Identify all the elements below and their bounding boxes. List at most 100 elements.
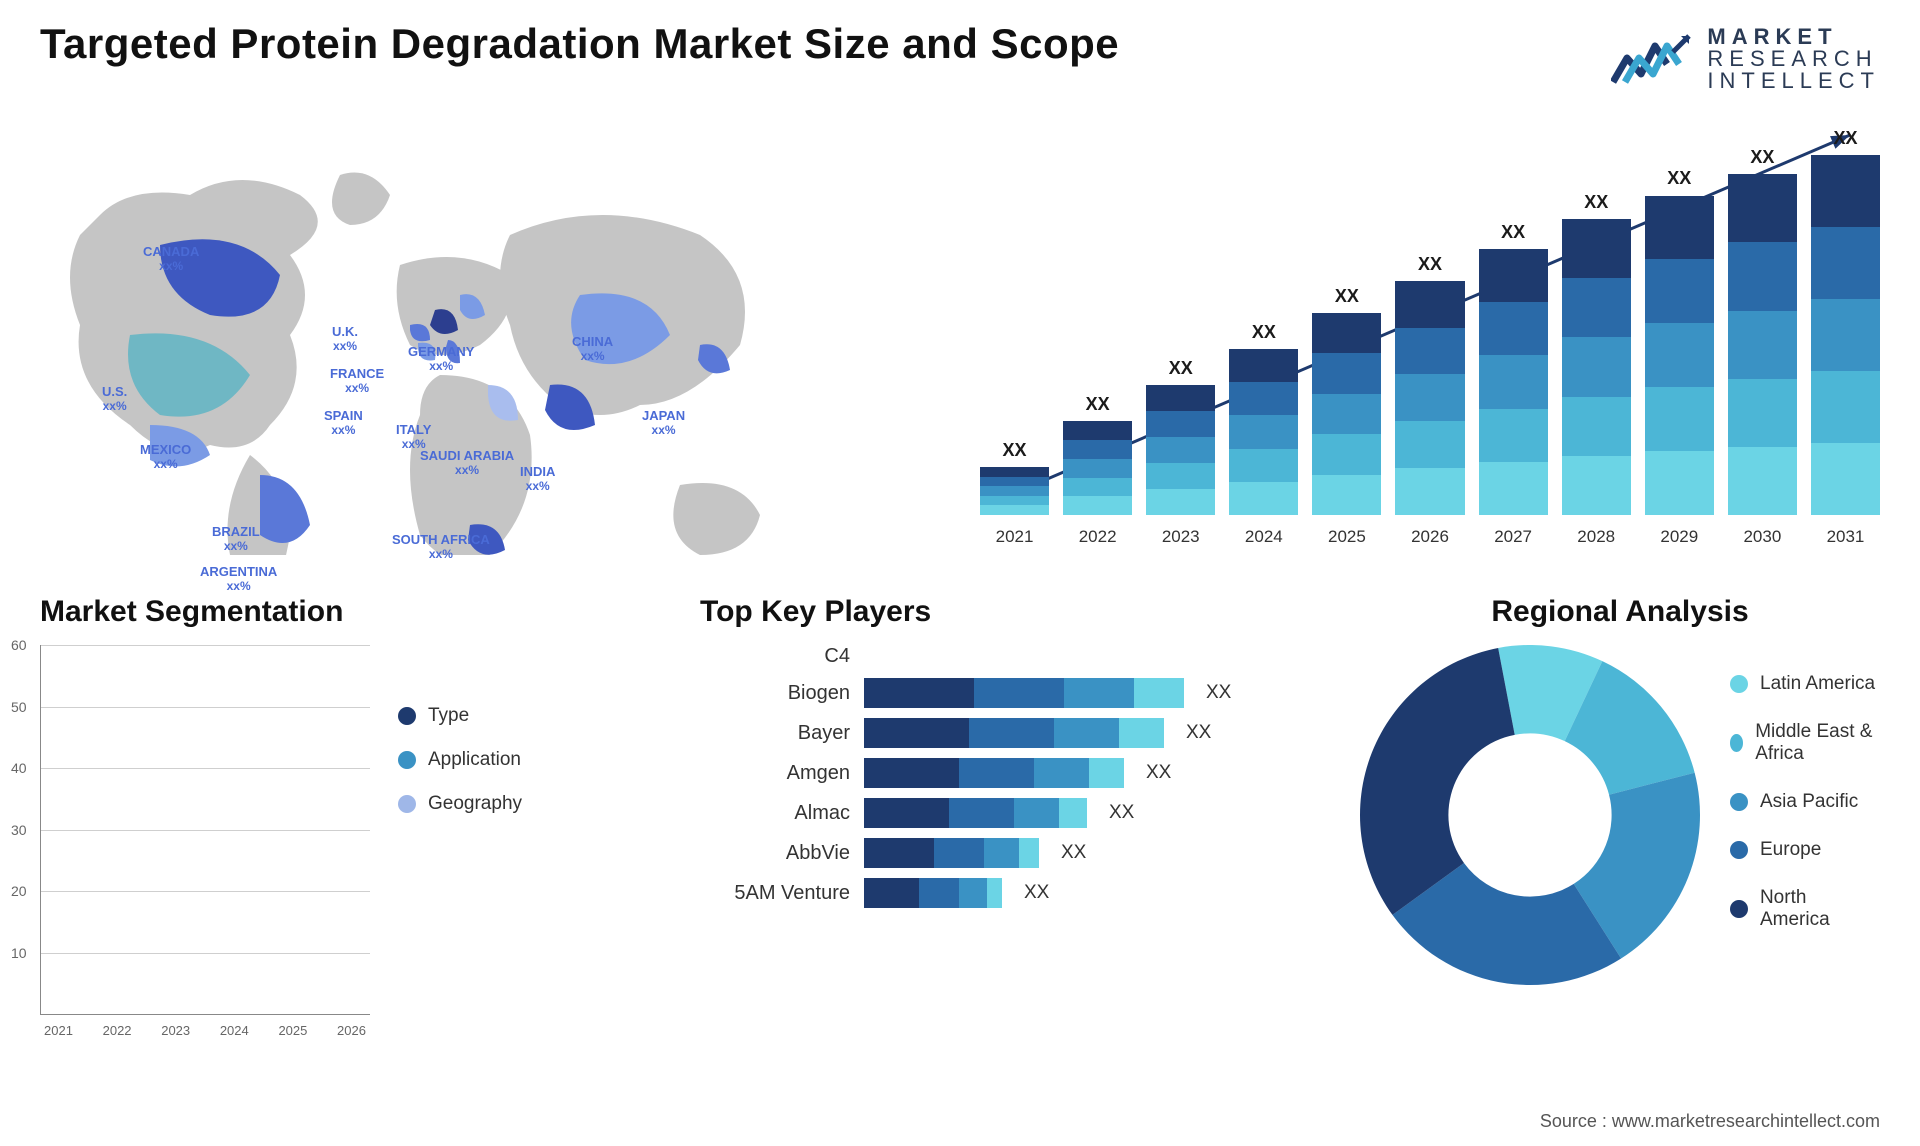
brand-logo: MARKET RESEARCH INTELLECT [1611, 20, 1880, 92]
region-legend-asia-pacific: Asia Pacific [1730, 791, 1880, 813]
player-row-5am-venture: 5AM VentureXX [700, 878, 1320, 908]
growth-bars: XXXXXXXXXXXXXXXXXXXXXX [980, 145, 1880, 515]
player-bar [864, 878, 1002, 908]
player-row-almac: Almac XX [700, 798, 1320, 828]
seg-ylabel: 50 [11, 699, 27, 715]
map-label-canada: CANADAxx% [143, 245, 199, 274]
world-map-panel: CANADAxx%U.S.xx%MEXICOxx%BRAZILxx%ARGENT… [40, 125, 940, 555]
growth-xaxis-label: 2030 [1728, 527, 1797, 547]
regional-panel: Regional Analysis Latin America Middle Ea… [1360, 595, 1880, 1055]
growth-bar-value: XX [1169, 358, 1193, 379]
legend-swatch-icon [1730, 793, 1748, 811]
map-label-india: INDIAxx% [520, 465, 555, 494]
growth-xaxis-label: 2022 [1063, 527, 1132, 547]
growth-bar-value: XX [1750, 147, 1774, 168]
growth-xaxis-label: 2027 [1479, 527, 1548, 547]
player-row-biogen: BiogenXX [700, 678, 1320, 708]
top-players-panel: Top Key Players C4BiogenXXBayerXXAmgenXX… [700, 595, 1320, 1055]
legend-swatch-icon [398, 707, 416, 725]
growth-bar-2027: XX [1479, 222, 1548, 515]
growth-bar-2025: XX [1312, 286, 1381, 515]
region-legend-north-america: North America [1730, 887, 1880, 931]
growth-bar-2022: XX [1063, 394, 1132, 515]
growth-bar-value: XX [1833, 128, 1857, 149]
growth-xaxis-label: 2031 [1811, 527, 1880, 547]
map-label-germany: GERMANYxx% [408, 345, 474, 374]
legend-swatch-icon [1730, 675, 1748, 693]
growth-xaxis-label: 2029 [1645, 527, 1714, 547]
player-value: XX [1016, 882, 1049, 904]
map-label-saudi-arabia: SAUDI ARABIAxx% [420, 449, 514, 478]
growth-bar-value: XX [1252, 322, 1276, 343]
growth-xaxis-label: 2023 [1146, 527, 1215, 547]
legend-swatch-icon [398, 751, 416, 769]
growth-bar-2028: XX [1562, 192, 1631, 515]
map-label-france: FRANCExx% [330, 367, 384, 396]
seg-ylabel: 30 [11, 822, 27, 838]
map-label-u-s-: U.S.xx% [102, 385, 127, 414]
map-label-mexico: MEXICOxx% [140, 443, 191, 472]
growth-bar-2021: XX [980, 440, 1049, 515]
growth-bar-value: XX [1086, 394, 1110, 415]
player-name: Almac [700, 802, 850, 825]
segmentation-legend: Type Application Geography [398, 645, 522, 1038]
player-value: XX [1138, 762, 1171, 784]
player-name: C4 [700, 645, 850, 668]
seg-legend-geography: Geography [398, 793, 522, 815]
player-row-amgen: Amgen XX [700, 758, 1320, 788]
growth-bar-value: XX [1667, 168, 1691, 189]
region-legend-latin-america: Latin America [1730, 673, 1880, 695]
legend-swatch-icon [1730, 900, 1748, 918]
growth-bar-2030: XX [1728, 147, 1797, 515]
player-value: XX [1198, 682, 1231, 704]
segmentation-panel: Market Segmentation 102030405060 2021202… [40, 595, 660, 1055]
seg-ylabel: 10 [11, 945, 27, 961]
growth-xaxis: 2021202220232024202520262027202820292030… [980, 527, 1880, 547]
legend-swatch-icon [1730, 734, 1743, 752]
seg-legend-type: Type [398, 705, 522, 727]
donut-slice-north-america [1360, 648, 1515, 915]
player-row-bayer: BayerXX [700, 718, 1320, 748]
region-legend-middle-east-africa: Middle East & Africa [1730, 721, 1880, 765]
map-label-south-africa: SOUTH AFRICAxx% [392, 533, 490, 562]
player-name: Bayer [700, 722, 850, 745]
player-bar [864, 678, 1184, 708]
growth-xaxis-label: 2026 [1395, 527, 1464, 547]
seg-ylabel: 20 [11, 883, 27, 899]
player-bar [864, 758, 1124, 788]
player-bar [864, 718, 1164, 748]
player-value: XX [1101, 802, 1134, 824]
seg-xaxis-label: 2022 [103, 1023, 132, 1038]
regional-donut-chart [1360, 645, 1700, 985]
map-label-argentina: ARGENTINAxx% [200, 565, 277, 594]
growth-bar-value: XX [1418, 254, 1442, 275]
seg-xaxis-label: 2021 [44, 1023, 73, 1038]
player-bar [864, 838, 1039, 868]
growth-bar-2026: XX [1395, 254, 1464, 515]
seg-xaxis-label: 2023 [161, 1023, 190, 1038]
map-label-spain: SPAINxx% [324, 409, 363, 438]
region-legend-europe: Europe [1730, 839, 1880, 861]
segmentation-chart: 102030405060 202120222023202420252026 [40, 645, 370, 1038]
growth-bar-value: XX [1584, 192, 1608, 213]
segmentation-title: Market Segmentation [40, 595, 660, 629]
seg-legend-application: Application [398, 749, 522, 771]
growth-bar-2031: XX [1811, 128, 1880, 515]
player-value: XX [1053, 842, 1086, 864]
logo-mark-icon [1611, 32, 1693, 86]
seg-ylabel: 60 [11, 637, 27, 653]
map-label-china: CHINAxx% [572, 335, 613, 364]
growth-bar-2024: XX [1229, 322, 1298, 515]
map-label-brazil: BRAZILxx% [212, 525, 260, 554]
growth-chart-panel: XXXXXXXXXXXXXXXXXXXXXX 20212022202320242… [970, 125, 1880, 555]
regional-title: Regional Analysis [1360, 595, 1880, 629]
map-label-u-k-: U.K.xx% [332, 325, 358, 354]
page-title: Targeted Protein Degradation Market Size… [40, 20, 1119, 68]
top-row: CANADAxx%U.S.xx%MEXICOxx%BRAZILxx%ARGENT… [40, 125, 1880, 555]
seg-xaxis-label: 2024 [220, 1023, 249, 1038]
growth-xaxis-label: 2024 [1229, 527, 1298, 547]
growth-bar-value: XX [1501, 222, 1525, 243]
player-name: Amgen [700, 762, 850, 785]
growth-xaxis-label: 2025 [1312, 527, 1381, 547]
world-map-icon [40, 125, 940, 555]
